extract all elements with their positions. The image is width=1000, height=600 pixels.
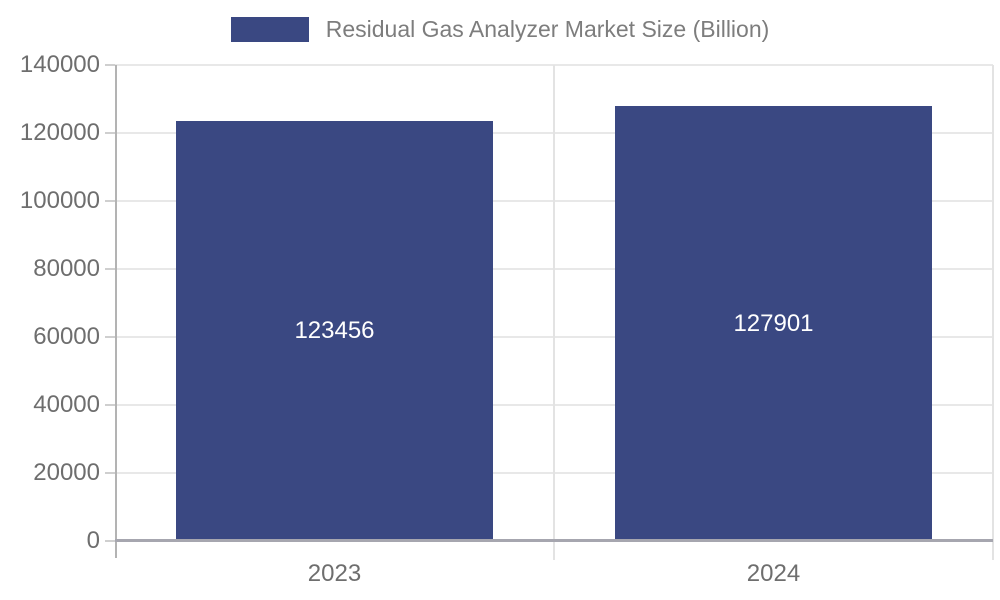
y-tick-mark-20000 xyxy=(105,472,115,474)
y-tick-label-0: 0 xyxy=(86,527,100,554)
x-tick-label-2023: 2023 xyxy=(307,560,362,587)
y-tick-mark-80000 xyxy=(105,268,115,270)
labels-layer: 0 20000 40000 60000 80000 100000 120000 140000 1… xyxy=(20,52,993,587)
y-tick-mark-60000 xyxy=(105,336,115,338)
x-axis-line xyxy=(115,539,993,542)
bar-value-label-2024: 127901 xyxy=(733,309,814,337)
y-axis-line xyxy=(115,65,117,558)
y-tick-mark-120000 xyxy=(105,132,115,134)
y-tick-mark-140000 xyxy=(105,64,115,66)
plot-area: 0 20000 40000 60000 80000 100000 120000 140000 1… xyxy=(20,52,994,587)
grid-layer xyxy=(105,64,994,560)
y-tick-label-60000: 60000 xyxy=(33,323,100,350)
category-separator-1 xyxy=(553,65,555,560)
legend: Residual Gas Analyzer Market Size (Billi… xyxy=(0,17,1000,42)
y-tick-label-120000: 120000 xyxy=(19,119,100,146)
bar-2024 xyxy=(615,106,932,541)
bar-value-label-2023: 123456 xyxy=(294,317,375,345)
y-tick-label-100000: 100000 xyxy=(19,187,100,214)
legend-swatch xyxy=(230,17,309,42)
bar-2023 xyxy=(176,121,493,541)
x-tick-label-2024: 2024 xyxy=(746,560,801,587)
category-separator-2 xyxy=(992,65,994,560)
y-tick-mark-0 xyxy=(105,540,115,542)
y-tick-label-140000: 140000 xyxy=(19,51,100,78)
bars-layer xyxy=(115,65,993,541)
y-tick-mark-100000 xyxy=(105,200,115,202)
y-tick-label-40000: 40000 xyxy=(33,391,100,418)
y-tick-label-20000: 20000 xyxy=(33,459,100,486)
y-tick-label-80000: 80000 xyxy=(33,255,100,282)
y-tick-mark-40000 xyxy=(105,404,115,406)
legend-label: Residual Gas Analyzer Market Size (Billi… xyxy=(325,16,770,42)
